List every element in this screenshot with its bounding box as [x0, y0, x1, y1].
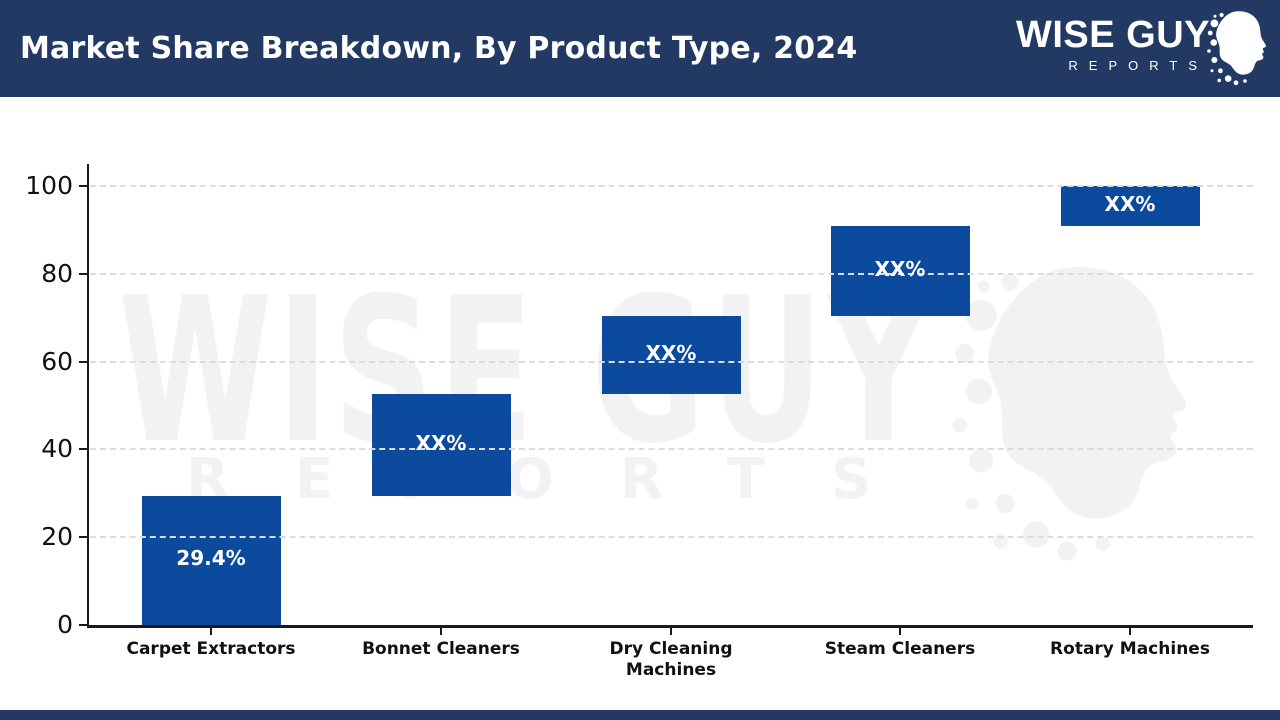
gridline-80 — [90, 272, 1253, 275]
watermark-tagline: REPORTS — [186, 447, 938, 512]
x-tick-label-rotary-machines: Rotary Machines — [1050, 639, 1210, 659]
y-tick-label-20: 20 — [41, 522, 73, 552]
footer-bar — [0, 710, 1280, 720]
watermark-wordmark: WISE GUY — [118, 255, 934, 488]
x-tick-carpet-extractors — [210, 628, 212, 635]
y-tick-60 — [79, 360, 88, 363]
header-bar: Market Share Breakdown, By Product Type,… — [0, 0, 1280, 97]
logo-tagline: REPORTS — [1068, 58, 1208, 73]
bar-value-label-dry-cleaning-machines: XX% — [645, 340, 697, 365]
bar-value-label-rotary-machines: XX% — [1104, 191, 1156, 216]
bar-steam-cleaners — [830, 225, 970, 316]
x-tick-label-dry-cleaning-machines: Dry Cleaning Machines — [609, 639, 733, 681]
wiseguy-face-icon — [1207, 11, 1266, 86]
bar-value-label-steam-cleaners: XX% — [874, 256, 926, 281]
x-axis-line — [87, 625, 1253, 628]
bar-bonnet-cleaners — [371, 393, 511, 496]
x-tick-steam-cleaners — [899, 628, 901, 635]
x-tick-label-carpet-extractors: Carpet Extractors — [126, 639, 296, 659]
gridline-40 — [90, 448, 1253, 451]
gridline-100 — [90, 185, 1253, 187]
y-tick-80 — [79, 272, 88, 275]
watermark-face-icon — [952, 267, 1186, 561]
y-tick-20 — [79, 536, 88, 539]
y-tick-label-60: 60 — [41, 346, 73, 376]
bar-dry-cleaning-machines — [601, 315, 741, 394]
y-tick-label-80: 80 — [41, 258, 73, 288]
y-tick-100 — [79, 185, 88, 187]
page-title: Market Share Breakdown, By Product Type,… — [20, 31, 858, 66]
bar-carpet-extractors — [141, 495, 281, 625]
y-axis-line — [87, 164, 89, 627]
wiseguy-logo: WISE GUY REPORTS — [1014, 0, 1274, 97]
x-tick-label-steam-cleaners: Steam Cleaners — [824, 639, 976, 659]
y-tick-label-40: 40 — [41, 434, 73, 464]
gridline-20 — [90, 536, 1253, 539]
y-tick-40 — [79, 448, 88, 451]
y-tick-label-0: 0 — [57, 610, 73, 639]
bar-value-label-carpet-extractors: 29.4% — [176, 546, 246, 571]
x-tick-rotary-machines — [1129, 628, 1131, 635]
x-tick-label-bonnet-cleaners: Bonnet Cleaners — [362, 639, 520, 659]
gridline-60 — [90, 360, 1253, 363]
y-tick-label-100: 100 — [25, 171, 73, 200]
bar-rotary-machines — [1060, 186, 1200, 226]
y-tick-0 — [79, 624, 88, 626]
bar-value-label-bonnet-cleaners: XX% — [415, 430, 467, 455]
logo-wordmark: WISE GUY — [1015, 14, 1210, 56]
x-tick-bonnet-cleaners — [440, 628, 442, 635]
x-tick-dry-cleaning-machines — [670, 628, 672, 635]
